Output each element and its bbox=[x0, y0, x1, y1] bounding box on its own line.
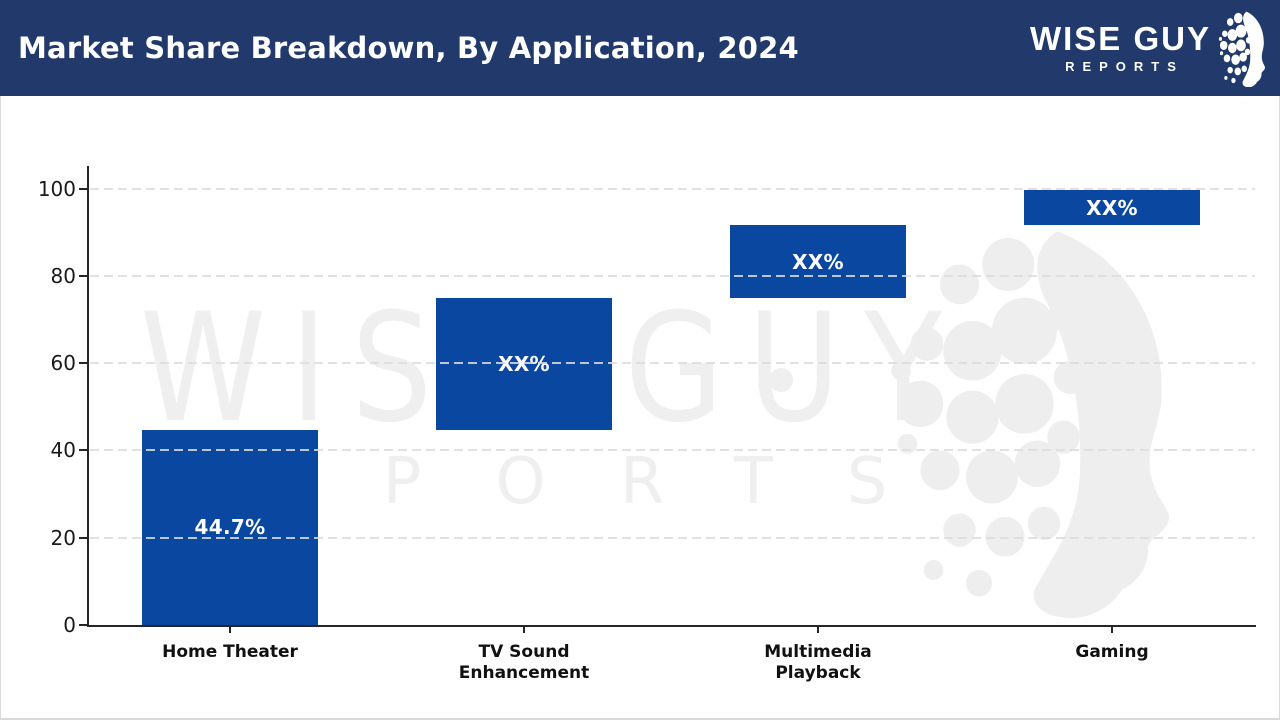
y-tick-label-60: 60 bbox=[50, 351, 76, 376]
y-tick-60 bbox=[79, 362, 87, 365]
x-category-label-2: TV Sound Enhancement bbox=[458, 642, 590, 683]
gridline-20 bbox=[90, 536, 1255, 539]
y-axis-line bbox=[87, 166, 89, 627]
y-tick-label-100: 100 bbox=[37, 176, 76, 201]
x-tick-3 bbox=[817, 625, 819, 633]
x-axis-line bbox=[87, 625, 1256, 627]
logo-wordmark: WISE GUY bbox=[1029, 20, 1211, 57]
bottom-border bbox=[0, 718, 1280, 720]
x-tick-1 bbox=[229, 625, 231, 633]
x-tick-2 bbox=[523, 625, 525, 633]
gridline-40 bbox=[90, 449, 1255, 452]
y-tick-100 bbox=[79, 187, 87, 190]
x-category-label-3: Multimedia Playback bbox=[764, 642, 872, 683]
bar-value-label-3: XX% bbox=[792, 249, 844, 274]
watermark-head-icon bbox=[891, 231, 1170, 619]
logo-subtitle: REPORTS bbox=[1065, 59, 1184, 74]
page-title: Market Share Breakdown, By Application, … bbox=[18, 31, 799, 65]
y-tick-label-40: 40 bbox=[50, 438, 76, 463]
bar-3: XX% bbox=[730, 225, 906, 299]
logo-head-icon bbox=[1218, 11, 1265, 87]
y-tick-0 bbox=[79, 624, 87, 626]
x-category-label-1: Home Theater bbox=[162, 642, 298, 662]
watermark-dot bbox=[769, 368, 793, 392]
x-tick-4 bbox=[1111, 625, 1113, 633]
y-tick-80 bbox=[79, 274, 87, 277]
y-tick-label-80: 80 bbox=[50, 263, 76, 288]
bar-1: 44.7% bbox=[142, 429, 318, 625]
bar-value-label-4: XX% bbox=[1086, 195, 1138, 220]
logo: WISE GUY REPORTS bbox=[1030, 8, 1268, 88]
gridline-100 bbox=[90, 187, 1255, 190]
header-bar: Market Share Breakdown, By Application, … bbox=[0, 0, 1280, 96]
gridline-60 bbox=[90, 362, 1255, 365]
bar-value-label-1: 44.7% bbox=[194, 515, 266, 540]
logo-text: WISE GUY REPORTS bbox=[1030, 21, 1211, 75]
gridline-80 bbox=[90, 274, 1255, 277]
y-tick-label-0: 0 bbox=[63, 613, 76, 637]
y-tick-label-20: 20 bbox=[50, 525, 76, 550]
x-category-label-4: Gaming bbox=[1075, 642, 1149, 662]
y-tick-40 bbox=[79, 449, 87, 452]
y-tick-20 bbox=[79, 536, 87, 539]
bar-4: XX% bbox=[1024, 190, 1200, 226]
left-border bbox=[0, 96, 1, 720]
